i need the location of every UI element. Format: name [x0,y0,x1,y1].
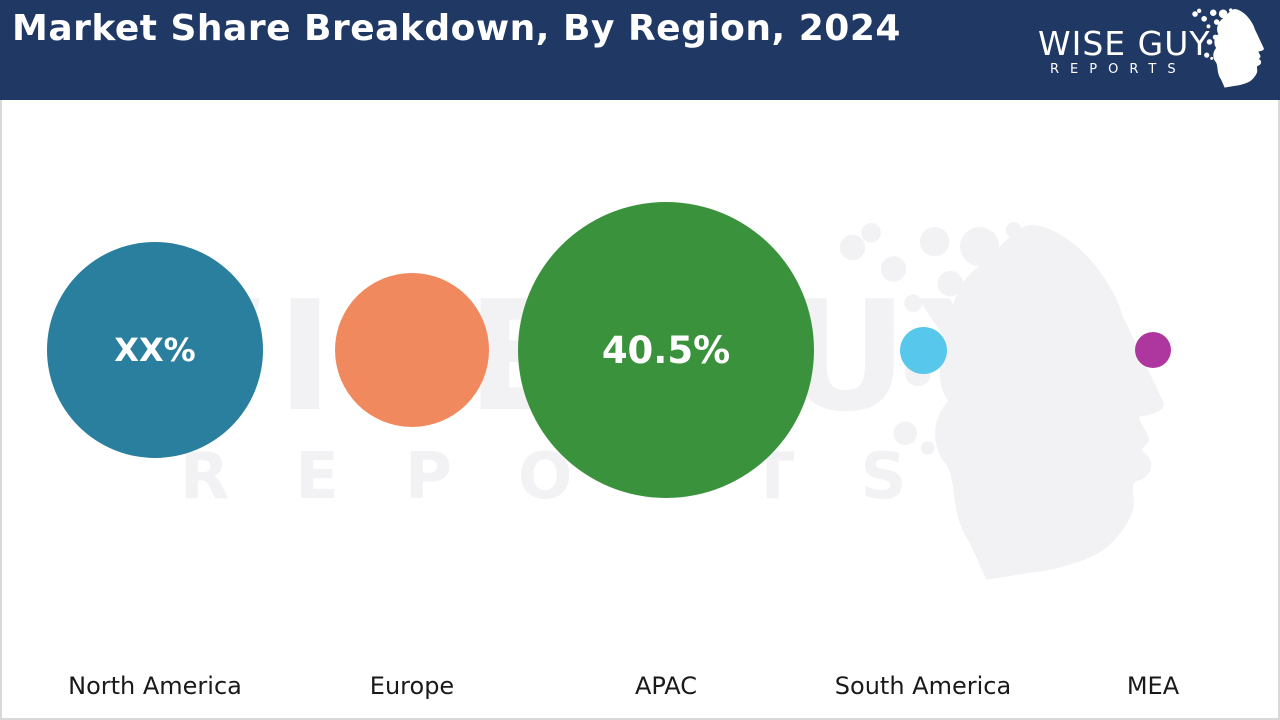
category-label-mea: MEA [1126,672,1180,700]
wise-guy-logo: WISE GUY REPORTS [1030,6,1268,94]
bubble-north-america: XX% [47,242,263,458]
header-bar: Market Share Breakdown, By Region, 2024 … [0,0,1280,100]
head-watermark [839,222,1164,580]
head-profile-icon [1192,8,1264,88]
category-label-south-america: South America [834,672,1012,700]
bubble-apac: 40.5% [518,202,814,498]
category-label-europe: Europe [369,672,455,700]
logo-wordmark: WISE GUY [1038,24,1211,63]
bubble-europe [335,273,489,427]
logo-reports-text: REPORTS [1050,62,1187,77]
watermark-reports: REPORTS [180,440,973,514]
bubble-chart: WISE GUY REPORTS XX%North AmericaEurope4… [0,100,1280,720]
bubble-mea [1135,332,1171,368]
page-title: Market Share Breakdown, By Region, 2024 [12,8,901,49]
bubble-value-label: XX% [114,331,196,369]
category-label-north-america: North America [68,672,242,700]
category-label-apac: APAC [634,672,698,700]
bubble-value-label: 40.5% [601,328,731,372]
bubble-south-america [899,326,947,374]
